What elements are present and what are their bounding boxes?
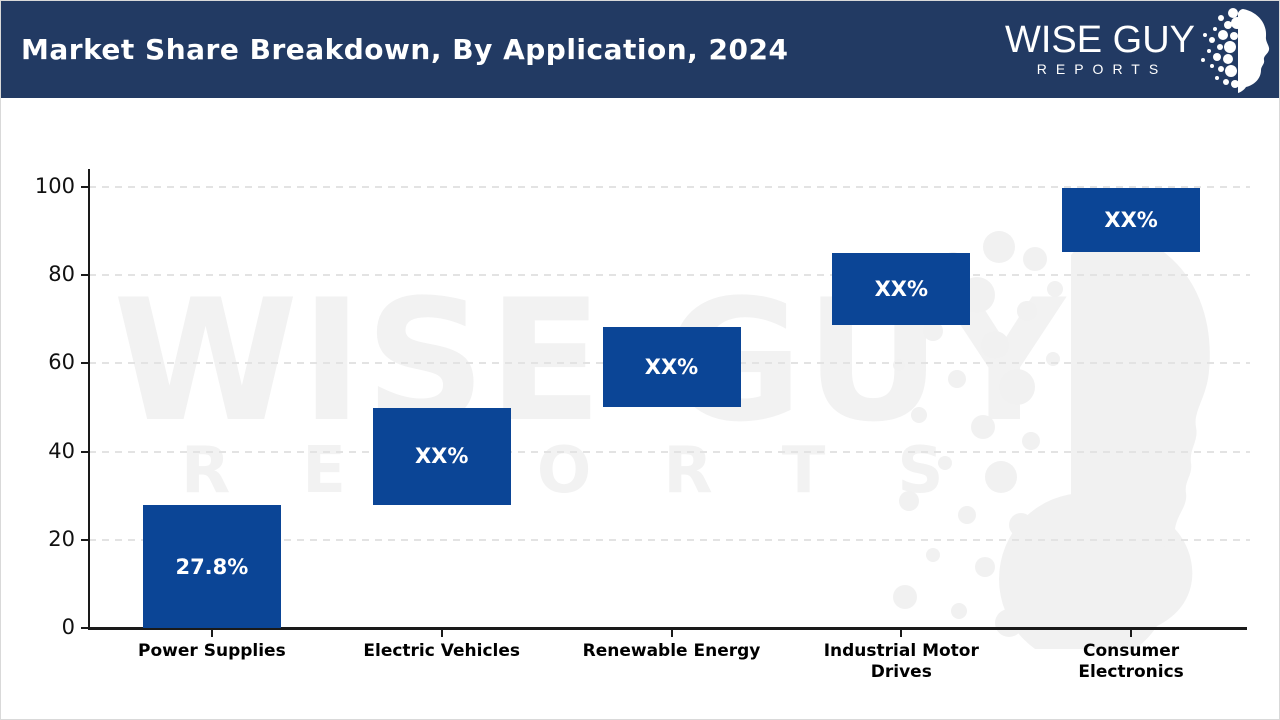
x-tick — [900, 628, 903, 637]
x-axis-label-line: Renewable Energy — [582, 641, 761, 661]
gridline — [89, 538, 1250, 541]
logo-head-icon — [1201, 8, 1270, 93]
watermark-subtitle: REPORTS — [181, 434, 1016, 508]
y-tick-label: 60 — [48, 350, 75, 375]
logo-subtitle: REPORTS — [1036, 61, 1168, 77]
logo-text: WISE GUY REPORTS — [1005, 21, 1195, 77]
y-tick — [81, 362, 89, 365]
bar-value-label: XX% — [1104, 207, 1158, 232]
gridline — [89, 274, 1250, 277]
x-tick — [210, 628, 213, 637]
x-axis-label-line: Electric Vehicles — [363, 641, 520, 661]
y-tick-label: 80 — [48, 262, 75, 287]
y-tick-label: 100 — [34, 174, 75, 198]
bar: XX% — [372, 407, 511, 506]
page-title: Market Share Breakdown, By Application, … — [21, 33, 789, 66]
bar-value-label: XX% — [414, 444, 469, 469]
x-axis-label-line: Industrial Motor — [823, 641, 979, 661]
bar: 27.8% — [142, 505, 281, 628]
gridline — [89, 450, 1250, 453]
x-axis-label: Industrial Motor Drives — [791, 641, 1011, 683]
y-tick-label: 0 — [61, 615, 75, 639]
x-tick — [440, 628, 443, 637]
x-axis-label-line: Consumer — [1083, 641, 1180, 661]
y-axis-spine — [88, 169, 90, 630]
x-axis-label-line: Electronics — [1078, 662, 1184, 682]
y-tick — [81, 627, 89, 629]
y-tick — [81, 450, 89, 453]
x-axis-label: Power Supplies — [102, 641, 322, 662]
bar-value-label: XX% — [644, 355, 699, 380]
bar: XX% — [832, 253, 971, 325]
x-axis-label-line: Drives — [870, 662, 932, 682]
x-tick — [1130, 628, 1133, 637]
x-axis-label: Renewable Energy — [562, 641, 782, 662]
x-axis-label-line: Power Supplies — [138, 641, 286, 661]
y-tick-label: 20 — [48, 526, 75, 551]
y-tick — [81, 274, 89, 277]
wise-guy-reports-logo: WISE GUY REPORTS — [1005, 1, 1273, 98]
y-tick — [81, 538, 89, 541]
bar: XX% — [1062, 187, 1201, 252]
gridline — [89, 186, 1250, 188]
header-band: Market Share Breakdown, By Application, … — [1, 1, 1279, 98]
bar-value-label: 27.8% — [175, 554, 249, 579]
bar-value-label: XX% — [874, 276, 929, 301]
bar: XX% — [602, 327, 741, 408]
y-tick — [81, 186, 89, 188]
x-axis-label: Electric Vehicles — [332, 641, 552, 662]
x-tick — [670, 628, 673, 637]
y-tick-label: 40 — [48, 438, 75, 463]
logo-wordmark: WISE GUY — [1004, 19, 1195, 61]
x-axis-spine — [88, 627, 1247, 630]
x-axis-label: Consumer Electronics — [1021, 641, 1241, 683]
